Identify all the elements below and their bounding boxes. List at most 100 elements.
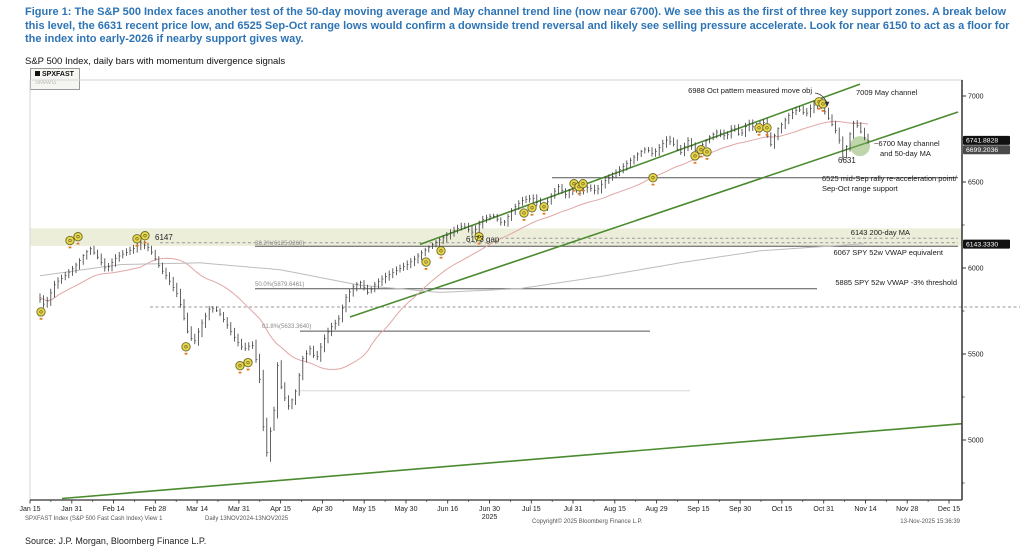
svg-text:Jun 30: Jun 30	[479, 506, 500, 513]
fib-retracement-label: 50.0%(5879.6461)	[255, 282, 305, 288]
momentum-signal-icon	[702, 147, 712, 157]
svg-text:5000: 5000	[968, 438, 984, 445]
svg-text:Dec 15: Dec 15	[938, 506, 960, 513]
long-term-trendline	[61, 422, 963, 500]
ma50-line	[39, 120, 869, 371]
signal-arrow-icon	[246, 368, 250, 371]
svg-text:Sep 15: Sep 15	[687, 506, 709, 513]
svg-text:Oct 15: Oct 15	[772, 506, 793, 513]
ma200-value-badge	[963, 239, 1010, 249]
chart-annotation: 6631	[838, 156, 856, 165]
legend-primary-label: SPXFAST	[42, 71, 74, 78]
price-bars	[39, 99, 870, 462]
svg-text:Feb 14: Feb 14	[103, 506, 125, 513]
momentum-signal-icon	[539, 202, 549, 212]
momentum-signal-icon	[421, 257, 431, 267]
svg-text:6699.2036: 6699.2036	[966, 147, 998, 154]
signal-arrow-icon	[572, 189, 576, 192]
svg-text:7000: 7000	[968, 94, 984, 101]
momentum-signal-icon	[754, 123, 764, 133]
svg-text:Jan 15: Jan 15	[19, 506, 40, 513]
signal-arrow-icon	[577, 192, 581, 195]
chart-annotation: 6525 mid-Sep rally re-acceleration point…	[822, 174, 957, 183]
signal-arrow-icon	[699, 155, 703, 158]
momentum-signals	[36, 97, 828, 374]
svg-text:Jan 31: Jan 31	[61, 506, 82, 513]
support-levels	[150, 177, 1020, 392]
signal-arrow-icon	[530, 213, 534, 216]
chart-legend[interactable]: SPXFAST SMAVG	[30, 68, 80, 90]
signal-arrow-icon	[424, 268, 428, 270]
confluence-marker	[850, 136, 870, 157]
fib-retracement-label: 61.8%(5633.3640)	[262, 324, 312, 330]
footer-date-range: Daily 13NOV2024-13NOV2025	[205, 516, 289, 522]
svg-text:Jul 15: Jul 15	[522, 506, 541, 513]
trend-channel-lines[interactable]	[61, 83, 963, 500]
signal-arrow-icon	[76, 242, 80, 245]
price-badges: 6741.8828 6699.2036 6143.3330	[963, 135, 1010, 249]
signal-arrow-icon	[68, 246, 72, 249]
svg-text:2025: 2025	[482, 514, 498, 521]
momentum-signal-icon	[648, 173, 658, 183]
last-price-badge	[963, 135, 1010, 145]
momentum-signal-icon	[235, 361, 245, 371]
momentum-signal-icon	[578, 179, 588, 189]
figure-caption: Figure 1: The S&P 500 Index faces anothe…	[25, 6, 1010, 45]
signal-arrow-icon	[693, 161, 697, 164]
svg-text:May 15: May 15	[353, 506, 376, 513]
svg-text:Nov 14: Nov 14	[854, 506, 876, 513]
signal-arrow-icon	[39, 317, 43, 320]
measured-move-arrow-icon	[814, 92, 830, 107]
chart-annotation: ~6700 May channel	[874, 139, 940, 148]
chart-annotation: 6173 gap	[466, 235, 500, 244]
signal-arrow-icon	[135, 244, 139, 247]
signal-arrow-icon	[817, 107, 821, 110]
chart-annotation: and 50-day MA	[880, 149, 931, 158]
series-swatch-icon	[35, 71, 40, 76]
svg-text:5500: 5500	[968, 352, 984, 359]
y-axis-ticks: 7000 6500 6000 5500 5000	[962, 94, 984, 484]
svg-text:Apr 15: Apr 15	[270, 506, 291, 513]
svg-text:Oct 31: Oct 31	[813, 506, 834, 513]
svg-text:Apr 30: Apr 30	[312, 506, 333, 513]
chart-annotation: 6143 200-day MA	[850, 228, 910, 237]
chart-annotation: 5885 SPY 52w VWAP -3% threshold	[835, 278, 957, 287]
footer-security: SPXFAST Index (S&P 500 Fast Cash Index) …	[25, 516, 163, 522]
momentum-signal-icon	[474, 232, 484, 242]
signal-arrow-icon	[757, 133, 761, 136]
ma200-line	[39, 243, 865, 293]
svg-text:Mar 31: Mar 31	[228, 506, 250, 513]
momentum-signal-icon	[436, 246, 446, 256]
chart-subtitle: S&P 500 Index, daily bars with momentum …	[25, 56, 286, 67]
x-axis-ticks: Jan 15 Jan 31 Feb 14 Feb 28 Mar 14 Mar 31 Apr …	[19, 500, 960, 521]
momentum-signal-icon	[181, 342, 191, 352]
source-line: Source: J.P. Morgan, Bloomberg Finance L…	[25, 536, 207, 546]
footer-timestamp: 13-Nov-2025 15:36:39	[900, 519, 960, 525]
svg-text:Sep 30: Sep 30	[729, 506, 751, 513]
signal-arrow-icon	[651, 183, 655, 186]
fib-retracement-label: 38.2%(6125.9260)	[255, 241, 305, 247]
momentum-signal-icon	[527, 203, 537, 213]
momentum-signal-icon	[65, 235, 75, 246]
momentum-signal-icon	[762, 123, 772, 133]
svg-text:6741.8828: 6741.8828	[966, 138, 998, 145]
momentum-signal-icon	[73, 232, 83, 242]
svg-text:6000: 6000	[968, 266, 984, 273]
signal-arrow-icon	[477, 242, 481, 245]
svg-text:Nov 28: Nov 28	[896, 506, 918, 513]
legend-secondary-label: SMAVG	[35, 80, 57, 86]
signal-arrow-icon	[821, 109, 825, 112]
svg-text:Jul 31: Jul 31	[564, 506, 583, 513]
svg-text:6143.3330: 6143.3330	[966, 241, 998, 248]
svg-text:Mar 14: Mar 14	[186, 506, 208, 513]
signal-arrow-icon	[705, 157, 709, 160]
footer-copyright: Copyright© 2025 Bloomberg Finance L.P.	[532, 519, 643, 525]
momentum-signal-icon	[36, 307, 46, 317]
svg-text:Feb 28: Feb 28	[144, 506, 166, 513]
signal-arrow-icon	[522, 219, 526, 221]
signal-arrow-icon	[581, 189, 585, 192]
momentum-signal-icon	[243, 357, 253, 368]
momentum-signal-icon	[690, 151, 700, 161]
